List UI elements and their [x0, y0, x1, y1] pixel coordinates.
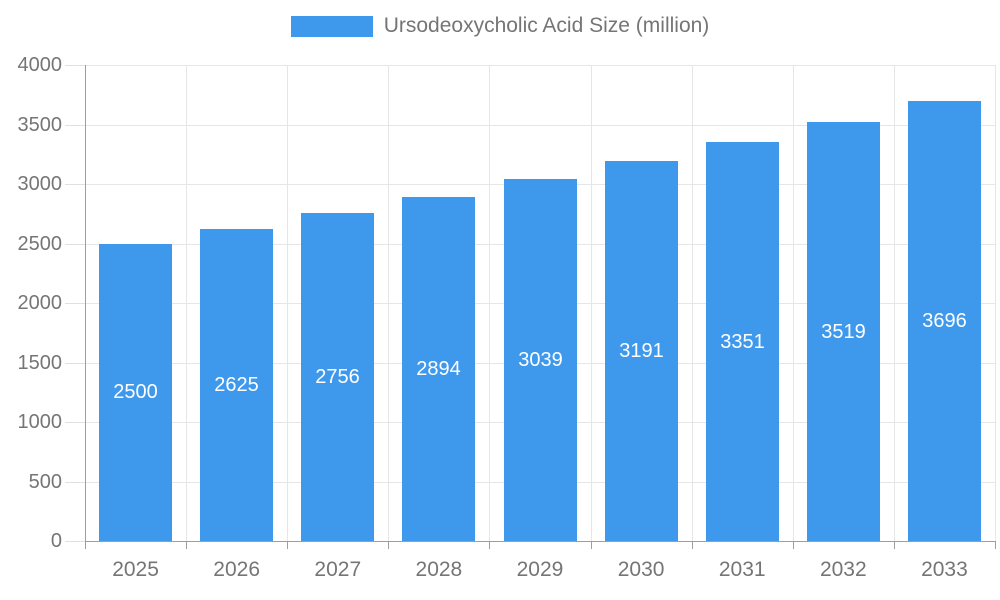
bar-value-label: 2500 [113, 381, 158, 404]
bar-value-label: 3351 [720, 330, 765, 353]
y-axis-tick [65, 184, 85, 185]
gridline-vertical [287, 65, 289, 541]
y-axis-tick [65, 65, 85, 66]
gridline-vertical [893, 65, 895, 541]
gridline-horizontal [85, 124, 995, 126]
y-axis-tick [65, 243, 85, 245]
x-axis-label: 2031 [718, 558, 766, 581]
y-axis-tick [65, 362, 85, 364]
legend-item[interactable]: Ursodeoxycholic Acid Size (million) [290, 14, 710, 38]
x-axis-tick [287, 541, 289, 549]
bar-value-label: 2756 [315, 366, 360, 388]
gridline-vertical [792, 65, 794, 541]
bar-value-label: 2894 [416, 357, 461, 380]
y-axis-line [85, 65, 86, 541]
x-axis-tick [85, 541, 86, 549]
bar-2026[interactable]: 2625 [200, 228, 273, 541]
x-axis-label: 2026 [213, 558, 261, 581]
y-axis-tick [65, 541, 85, 542]
y-axis-label: 4000 [17, 54, 63, 76]
y-axis-label: 3000 [17, 173, 63, 195]
bar-value-label: 3519 [821, 320, 866, 343]
x-axis-tick [893, 541, 895, 549]
y-axis-label: 2000 [17, 292, 63, 314]
bar-2031[interactable]: 3351 [706, 142, 779, 541]
bar-2027[interactable]: 2756 [301, 213, 374, 541]
bar-2028[interactable]: 2894 [402, 196, 475, 541]
x-axis-tick [995, 541, 996, 549]
bar-value-label: 3696 [922, 310, 967, 333]
gridline-vertical [995, 65, 996, 541]
y-axis-tick [65, 303, 85, 304]
x-axis-tick [792, 541, 794, 549]
y-axis-label: 1000 [17, 411, 63, 433]
y-axis-label: 1500 [17, 351, 63, 374]
gridline-vertical [691, 65, 693, 541]
y-axis-tick [65, 422, 85, 423]
gridline-horizontal [85, 65, 995, 66]
gridline-vertical [388, 65, 390, 541]
legend: Ursodeoxycholic Acid Size (million) [0, 14, 1000, 38]
y-axis-label: 2500 [17, 232, 63, 255]
x-axis-label: 2030 [617, 558, 665, 581]
bar-value-label: 3039 [518, 349, 563, 372]
x-axis-tick [388, 541, 390, 549]
y-axis-label: 3500 [17, 113, 63, 136]
x-axis-baseline [85, 541, 995, 542]
bar-2029[interactable]: 3039 [504, 179, 577, 541]
x-axis-label: 2032 [819, 558, 867, 581]
y-axis-label: 500 [28, 470, 62, 493]
x-axis-tick [590, 541, 592, 549]
bar-value-label: 2625 [214, 373, 259, 396]
legend-swatch-icon [290, 15, 373, 37]
x-axis-tick [691, 541, 693, 549]
gridline-vertical [590, 65, 592, 541]
x-axis-label: 2033 [921, 558, 968, 581]
y-axis-tick [65, 481, 85, 483]
x-axis-tick [489, 541, 491, 549]
x-axis-label: 2027 [314, 558, 362, 581]
gridline-vertical [186, 65, 188, 541]
legend-label: Ursodeoxycholic Acid Size (million) [383, 14, 710, 37]
bar-2033[interactable]: 3696 [908, 101, 981, 541]
bar-2025[interactable]: 2500 [99, 243, 172, 541]
x-axis-tick [186, 541, 188, 549]
bar-2032[interactable]: 3519 [807, 122, 880, 541]
y-axis-tick [65, 124, 85, 126]
bar-value-label: 3191 [619, 340, 664, 363]
gridline-vertical [489, 65, 491, 541]
x-axis-label: 2028 [415, 558, 463, 581]
x-axis-label: 2025 [112, 558, 159, 581]
y-axis-label: 0 [50, 530, 62, 552]
x-axis-label: 2029 [516, 558, 564, 581]
bar-2030[interactable]: 3191 [605, 161, 678, 541]
